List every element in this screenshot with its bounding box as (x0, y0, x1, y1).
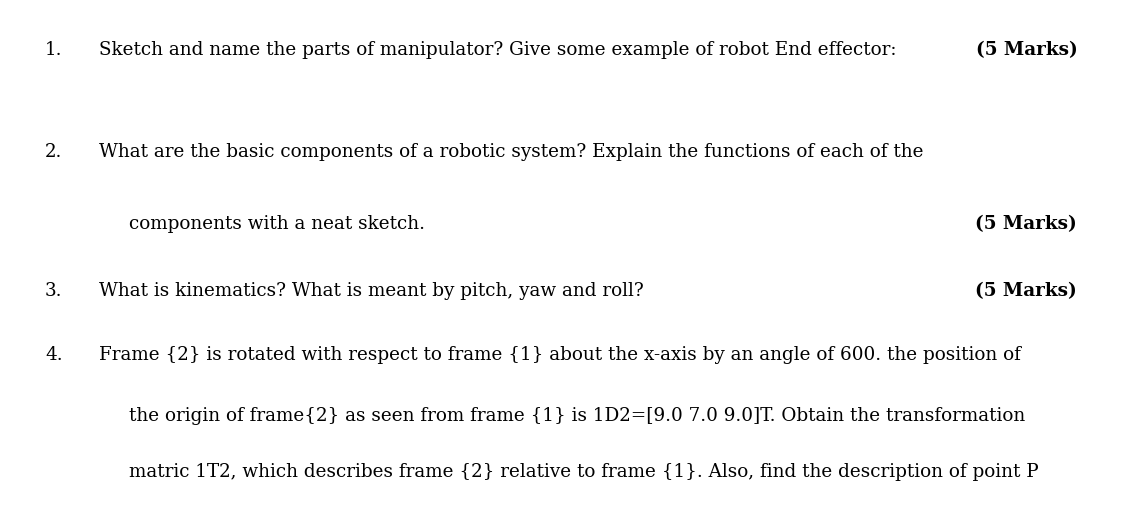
Text: 1.: 1. (45, 41, 63, 59)
Text: What are the basic components of a robotic system? Explain the functions of each: What are the basic components of a robot… (99, 143, 923, 161)
Text: (5 Marks): (5 Marks) (975, 215, 1077, 233)
Text: components with a neat sketch.: components with a neat sketch. (129, 215, 425, 233)
Text: 2.: 2. (45, 143, 62, 161)
Text: 3.: 3. (45, 282, 63, 300)
Text: Sketch and name the parts of manipulator? Give some example of robot End effecto: Sketch and name the parts of manipulator… (99, 41, 902, 59)
Text: the origin of frame{2} as seen from frame {1} is 1D2=[9.0 7.0 9.0]T. Obtain the : the origin of frame{2} as seen from fram… (129, 407, 1026, 425)
Text: (5 Marks): (5 Marks) (975, 282, 1077, 300)
Text: Frame {2} is rotated with respect to frame {1} about the x-axis by an angle of 6: Frame {2} is rotated with respect to fra… (99, 346, 1021, 364)
Text: (5 Marks): (5 Marks) (976, 41, 1078, 59)
Text: What is kinematics? What is meant by pitch, yaw and roll?: What is kinematics? What is meant by pit… (99, 282, 644, 300)
Text: matric 1T2, which describes frame {2} relative to frame {1}. Also, find the desc: matric 1T2, which describes frame {2} re… (129, 463, 1039, 481)
Text: 4.: 4. (45, 346, 63, 364)
